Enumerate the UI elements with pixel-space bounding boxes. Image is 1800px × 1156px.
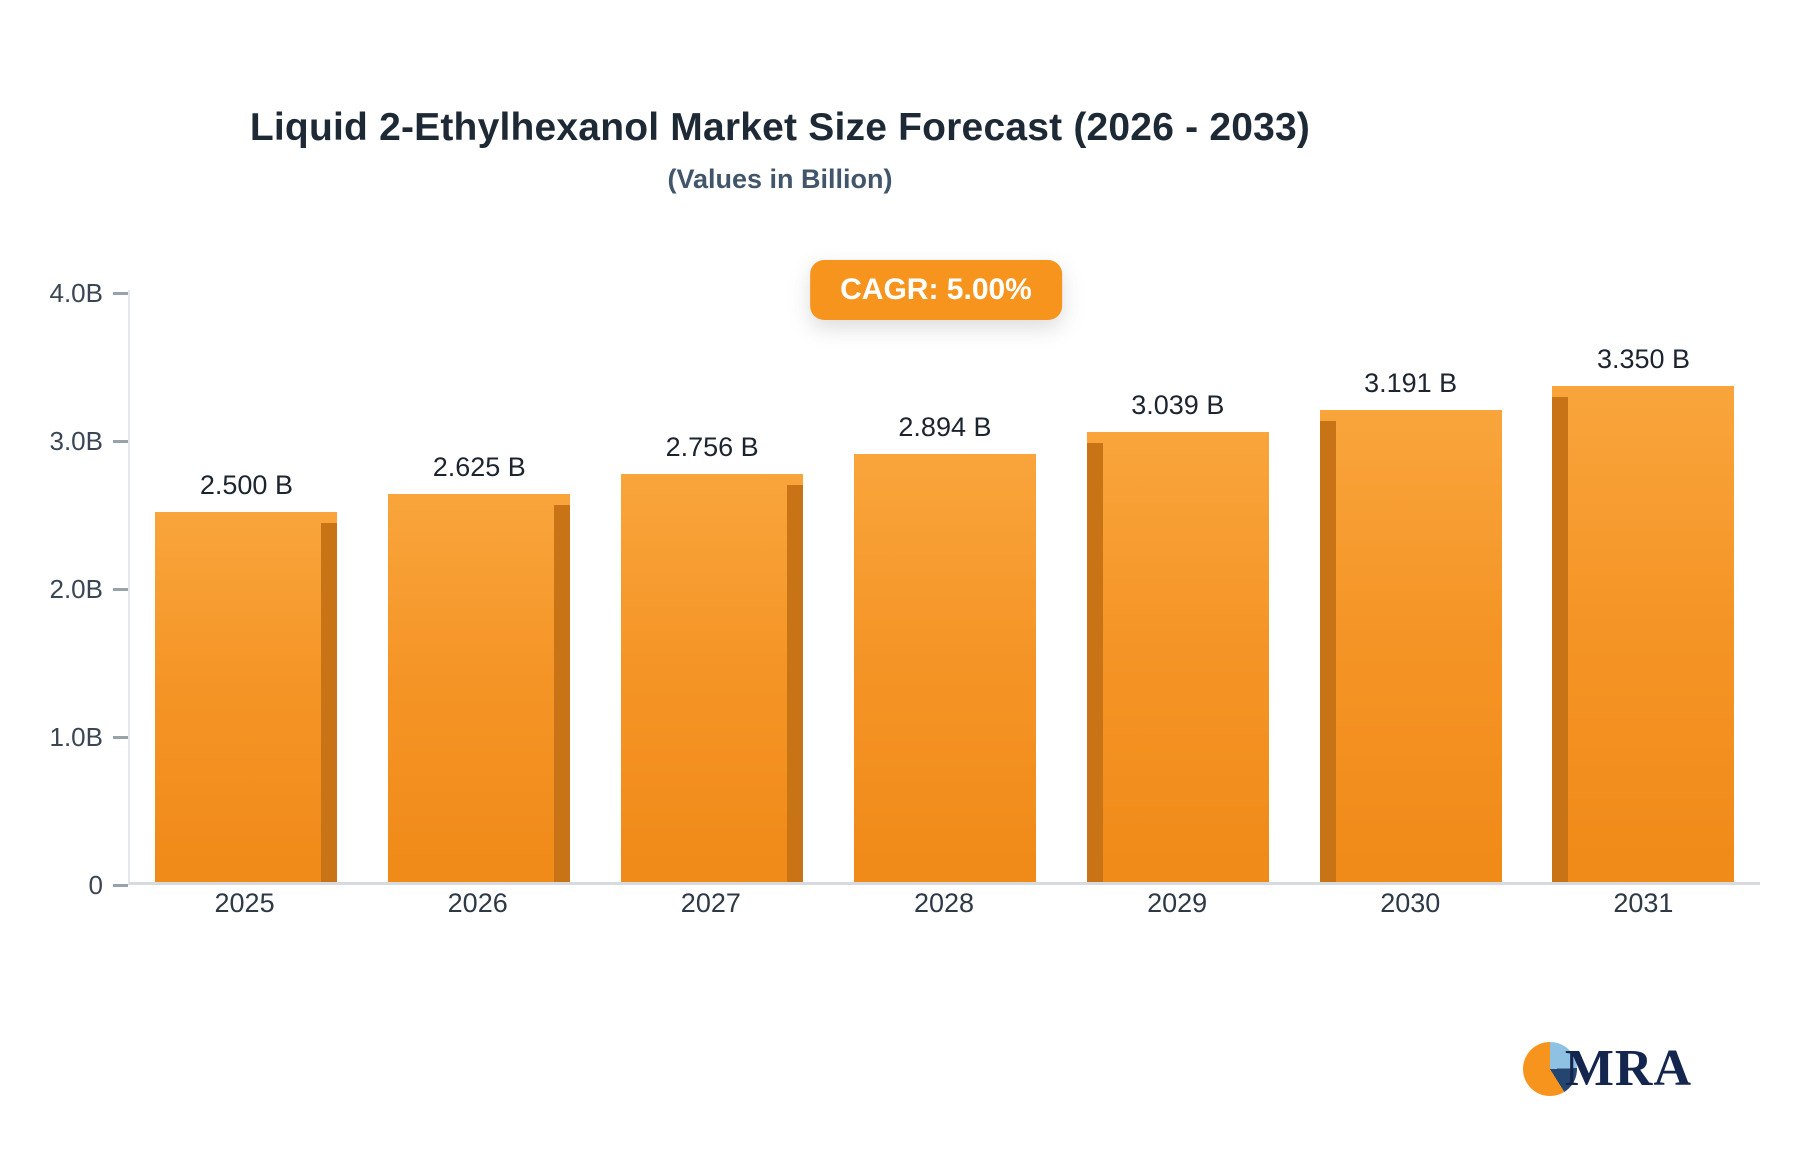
bar-group: 2.894 B <box>853 411 1036 882</box>
y-tick-mark <box>113 735 128 739</box>
y-tick: 1.0B <box>40 721 128 752</box>
logo-text: MRA <box>1564 1040 1692 1097</box>
x-axis-label: 2026 <box>447 888 508 918</box>
bar-3d-side <box>554 504 571 882</box>
bar <box>388 493 571 882</box>
bar-3d-side <box>1552 397 1569 882</box>
bar <box>155 512 338 882</box>
bar-3d-side <box>787 485 804 882</box>
mra-pie-icon <box>1522 1041 1577 1096</box>
bar-3d-side <box>1086 443 1103 882</box>
bar-value-label: 2.625 B <box>432 451 526 482</box>
plot-area: 2.500 B 2.625 B 2.756 B 2.894 B 3.039 B 3.191… <box>128 290 1760 885</box>
x-axis-label: 2030 <box>1380 888 1441 918</box>
y-tick: 3.0B <box>40 425 128 456</box>
bar <box>621 474 804 882</box>
bar-group: 3.350 B <box>1552 344 1735 882</box>
bar-value-label: 3.039 B <box>1131 390 1225 421</box>
bar <box>1319 409 1502 882</box>
y-tick-label: 4.0B <box>49 277 104 308</box>
bar-value-label: 2.894 B <box>898 411 992 442</box>
y-tick-mark <box>113 291 128 295</box>
bar-3d-side <box>1319 420 1336 882</box>
x-axis-label: 2028 <box>913 888 975 918</box>
y-tick-mark <box>113 883 128 887</box>
x-axis-label: 2029 <box>1147 888 1208 918</box>
x-axis-label: 2027 <box>680 888 741 918</box>
bar-group: 3.191 B <box>1319 367 1502 882</box>
y-axis: 0 1.0B 2.0B 3.0B 4.0B <box>40 278 128 900</box>
bar-3d-side <box>321 523 338 882</box>
logo: MRA <box>1522 1039 1692 1098</box>
y-tick-label: 1.0B <box>49 721 104 752</box>
bar-value-label: 2.500 B <box>199 470 293 500</box>
x-axis-label: 2031 <box>1613 888 1674 918</box>
chart-subtitle: (Values in Billion) <box>667 164 893 194</box>
bar-value-label: 3.191 B <box>1364 367 1458 398</box>
y-tick-label: 0 <box>88 869 103 900</box>
bar <box>1552 386 1735 882</box>
y-tick-mark <box>113 587 128 591</box>
y-tick: 2.0B <box>40 573 128 604</box>
x-axis-label: 2025 <box>214 888 275 918</box>
bar-value-label: 2.756 B <box>665 432 759 463</box>
page-title: Liquid 2-Ethylhexanol Market Size Foreca… <box>249 106 1311 149</box>
bar-value-label: 3.350 B <box>1596 344 1691 375</box>
y-tick-mark <box>113 439 128 443</box>
y-tick-label: 3.0B <box>49 425 104 456</box>
bar-group: 2.625 B <box>388 451 571 882</box>
bar <box>853 453 1036 882</box>
bar-group: 2.756 B <box>621 432 804 882</box>
bar-group: 2.500 B <box>155 470 338 882</box>
bar <box>1086 432 1269 882</box>
y-tick: 0 <box>40 869 128 900</box>
bar-group: 3.039 B <box>1086 390 1269 882</box>
y-tick-label: 2.0B <box>49 573 104 604</box>
y-tick: 4.0B <box>40 277 128 308</box>
cagr-badge: CAGR: 5.00% <box>810 260 1062 320</box>
x-axis-labels: 2025 2026 2027 2028 2029 2030 2031 <box>128 888 1760 919</box>
